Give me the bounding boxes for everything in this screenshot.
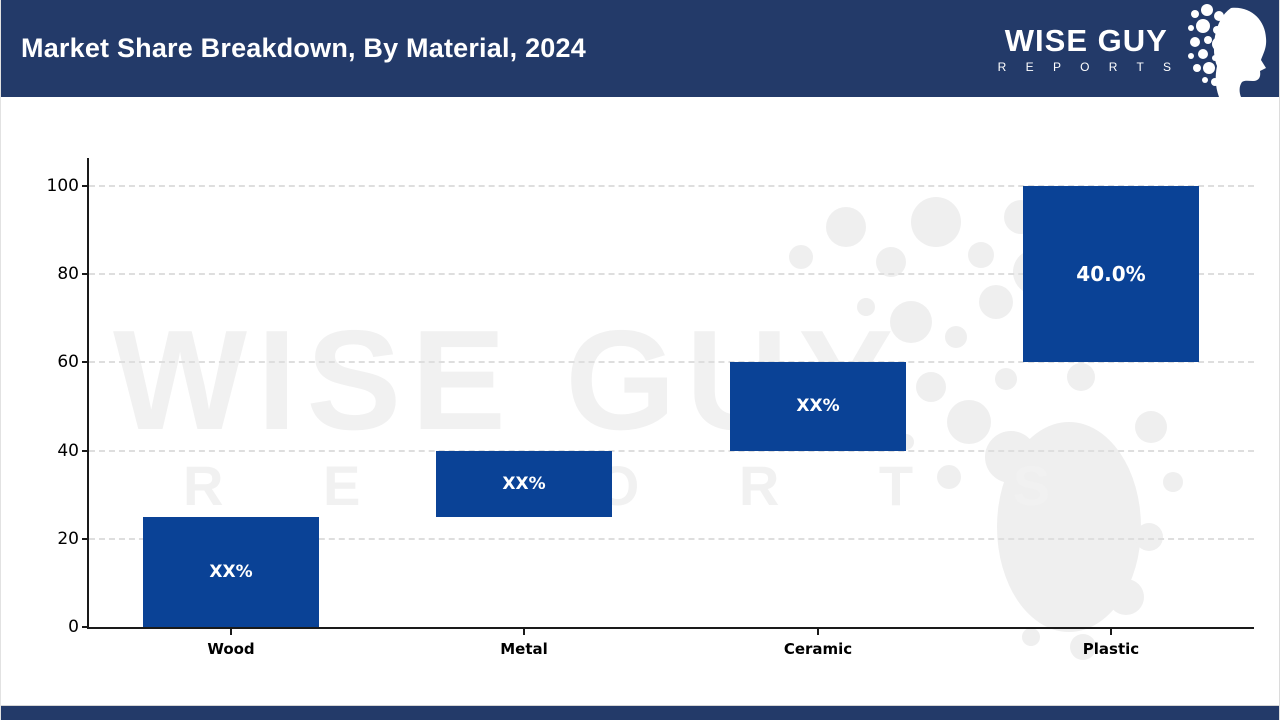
logo-wordmark-primary: WISE GUY	[1004, 22, 1168, 58]
bar-value-label-plastic: 40.0%	[1076, 262, 1146, 287]
gridline-80	[89, 273, 1254, 276]
y-tick-mark-60	[82, 361, 89, 364]
gridline-60	[89, 361, 1254, 364]
wise-guy-watermark: WISE GUY R E P O R T S	[113, 197, 1183, 660]
y-tick-label-100: 100	[46, 176, 79, 196]
watermark-wordmark-secondary: R E P O R T S	[183, 454, 1092, 517]
bar-wood: XX%	[143, 516, 319, 627]
y-tick-mark-80	[82, 273, 89, 276]
x-category-label-ceramic: Ceramic	[783, 640, 853, 658]
gridline-100	[89, 185, 1254, 187]
footer-bar	[1, 705, 1279, 720]
gridline-40	[89, 449, 1254, 452]
y-tick-label-20: 20	[57, 528, 79, 549]
chart-area: WISE GUY R E P O R T S 0 20 40 60 80 100 XX% Wo…	[1, 97, 1279, 706]
wise-guy-head-icon	[1188, 4, 1267, 97]
plot: 0 20 40 60 80 100 XX% Wood XX% Metal XX% Ceramic 40.…	[1, 97, 1279, 706]
y-tick-label-0: 0	[68, 617, 79, 637]
y-tick-mark-40	[82, 449, 89, 452]
bar-value-label-metal: XX%	[502, 473, 546, 494]
bar-plastic: 40.0%	[1023, 186, 1199, 363]
gridline-20	[89, 537, 1254, 540]
x-category-label-plastic: Plastic	[1082, 640, 1140, 658]
y-tick-label-40: 40	[57, 440, 79, 461]
logo-wordmark-secondary: R E P O R T S	[997, 59, 1179, 74]
bar-value-label-ceramic: XX%	[796, 396, 840, 417]
x-tick-mark-plastic	[1110, 629, 1112, 635]
y-tick-mark-20	[82, 537, 89, 540]
x-category-label-metal: Metal	[500, 640, 548, 658]
x-tick-mark-metal	[523, 629, 525, 635]
bar-metal: XX%	[436, 450, 612, 517]
bar-ceramic: XX%	[730, 362, 906, 451]
y-axis-spine	[87, 158, 89, 629]
y-tick-label-60: 60	[57, 352, 79, 373]
header-bar: Market Share Breakdown, By Material, 202…	[1, 0, 1279, 97]
x-tick-mark-wood	[230, 629, 232, 635]
x-axis-spine	[87, 627, 1254, 629]
bar-value-label-wood: XX%	[209, 561, 253, 582]
x-tick-mark-ceramic	[817, 629, 819, 635]
x-category-label-wood: Wood	[207, 640, 255, 658]
y-tick-label-80: 80	[57, 264, 79, 285]
page-title: Market Share Breakdown, By Material, 202…	[21, 33, 586, 63]
y-tick-mark-0	[82, 626, 89, 628]
logo-wordmark: WISE GUY R E P O R T S	[994, 22, 1179, 74]
watermark-dots-head-icon	[789, 197, 1183, 660]
wise-guy-logo: WISE GUY R E P O R T S	[994, 0, 1273, 97]
y-tick-mark-100	[82, 185, 89, 187]
